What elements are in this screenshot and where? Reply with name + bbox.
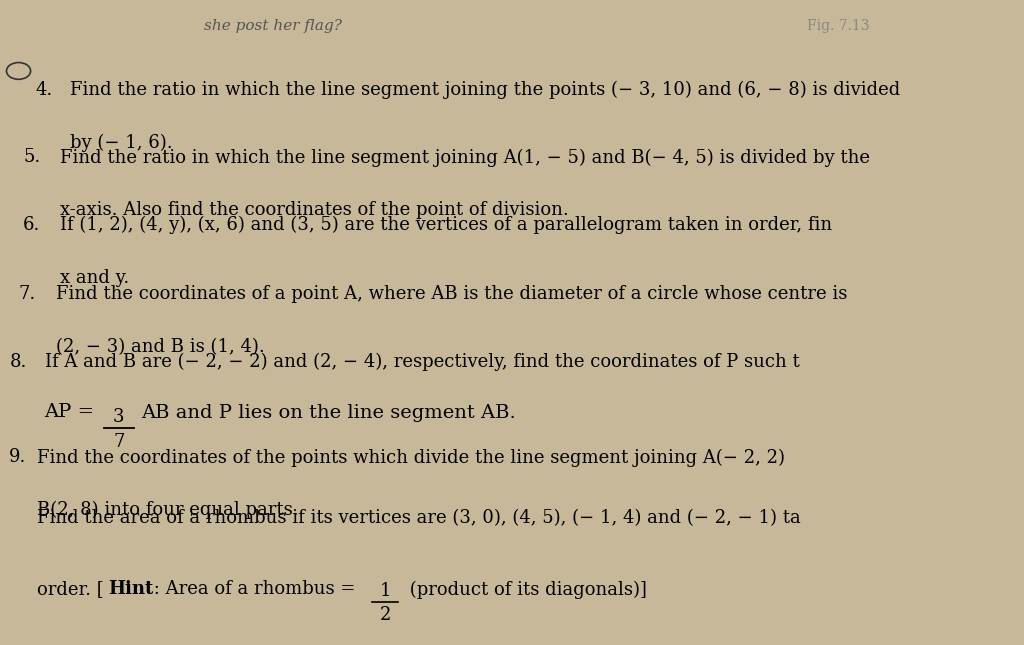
Text: order. [: order. [ [37, 580, 103, 599]
Text: Find the ratio in which the line segment joining A(1, − 5) and B(− 4, 5) is divi: Find the ratio in which the line segment… [60, 148, 870, 166]
Text: Hint: Hint [109, 580, 154, 599]
Text: 7: 7 [113, 433, 125, 451]
Text: If A and B are (− 2, − 2) and (2, − 4), respectively, find the coordinates of P : If A and B are (− 2, − 2) and (2, − 4), … [44, 353, 800, 371]
Text: AP =: AP = [44, 403, 101, 421]
Text: Find the coordinates of a point A, where AB is the diameter of a circle whose ce: Find the coordinates of a point A, where… [55, 285, 847, 303]
Text: Find the ratio in which the line segment joining the points (− 3, 10) and (6, − : Find the ratio in which the line segment… [70, 81, 900, 99]
Text: 9.: 9. [9, 448, 27, 466]
Text: x-axis. Also find the coordinates of the point of division.: x-axis. Also find the coordinates of the… [60, 201, 569, 219]
Text: x and y.: x and y. [60, 269, 130, 287]
Text: 1: 1 [379, 582, 391, 600]
Text: by (− 1, 6).: by (− 1, 6). [70, 134, 172, 152]
Text: (2, − 3) and B is (1, 4).: (2, − 3) and B is (1, 4). [55, 338, 264, 356]
Text: 7.: 7. [18, 285, 36, 303]
Text: 6.: 6. [24, 216, 41, 234]
Text: (product of its diagonals)]: (product of its diagonals)] [403, 580, 646, 599]
Text: : Area of a rhombus =: : Area of a rhombus = [148, 580, 361, 599]
Text: she post her flag?: she post her flag? [204, 19, 342, 34]
Text: AB and P lies on the line segment AB.: AB and P lies on the line segment AB. [141, 404, 516, 422]
Text: 5.: 5. [24, 148, 40, 166]
Text: 2: 2 [379, 606, 391, 624]
Text: If (1, 2), (4, y), (x, 6) and (3, 5) are the vertices of a parallelogram taken i: If (1, 2), (4, y), (x, 6) and (3, 5) are… [60, 216, 833, 234]
Text: Find the coordinates of the points which divide the line segment joining A(− 2, : Find the coordinates of the points which… [37, 448, 785, 466]
Text: 8.: 8. [9, 353, 27, 371]
Text: Fig. 7.13: Fig. 7.13 [807, 19, 869, 34]
Text: 3: 3 [113, 408, 125, 426]
Text: 4.: 4. [35, 81, 52, 99]
Text: B(2, 8) into four equal parts.: B(2, 8) into four equal parts. [37, 501, 299, 519]
Text: Find the area of a rhombus if its vertices are (3, 0), (4, 5), (− 1, 4) and (− 2: Find the area of a rhombus if its vertic… [37, 510, 801, 528]
